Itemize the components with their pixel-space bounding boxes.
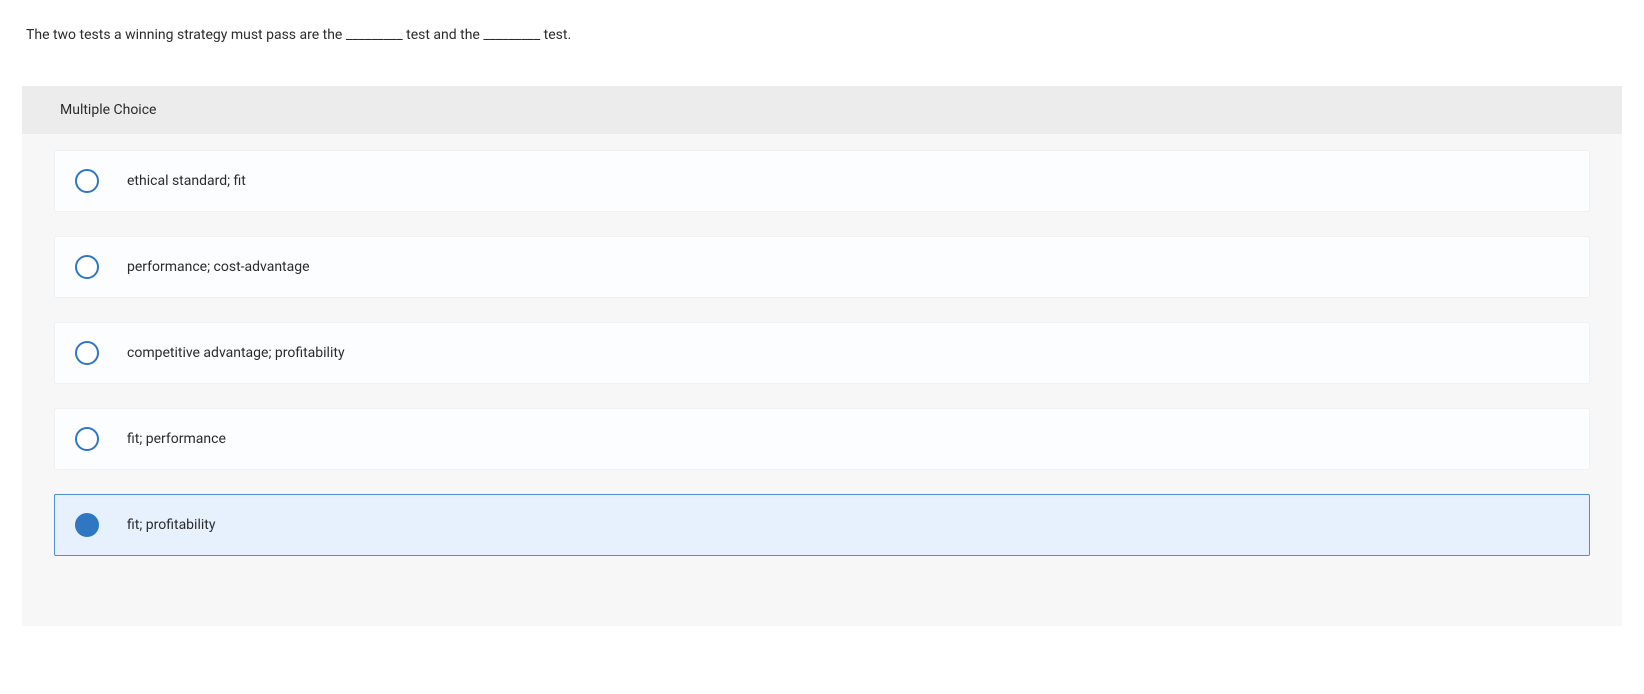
quiz-panel: Multiple Choice ethical standard; fit pe…	[22, 86, 1622, 626]
question-type-label: Multiple Choice	[22, 86, 1622, 134]
option-label: fit; performance	[127, 431, 226, 447]
option-0[interactable]: ethical standard; fit	[54, 150, 1590, 212]
option-label: fit; profitability	[127, 517, 215, 533]
radio-icon	[75, 255, 99, 279]
option-4[interactable]: fit; profitability	[54, 494, 1590, 556]
radio-icon	[75, 513, 99, 537]
option-label: ethical standard; fit	[127, 173, 246, 189]
options-list: ethical standard; fit performance; cost-…	[22, 134, 1622, 556]
option-3[interactable]: fit; performance	[54, 408, 1590, 470]
question-stem: The two tests a winning strategy must pa…	[0, 0, 1644, 66]
option-label: performance; cost-advantage	[127, 259, 310, 275]
option-2[interactable]: competitive advantage; profitability	[54, 322, 1590, 384]
option-label: competitive advantage; profitability	[127, 345, 345, 361]
option-1[interactable]: performance; cost-advantage	[54, 236, 1590, 298]
radio-icon	[75, 427, 99, 451]
radio-icon	[75, 341, 99, 365]
radio-icon	[75, 169, 99, 193]
